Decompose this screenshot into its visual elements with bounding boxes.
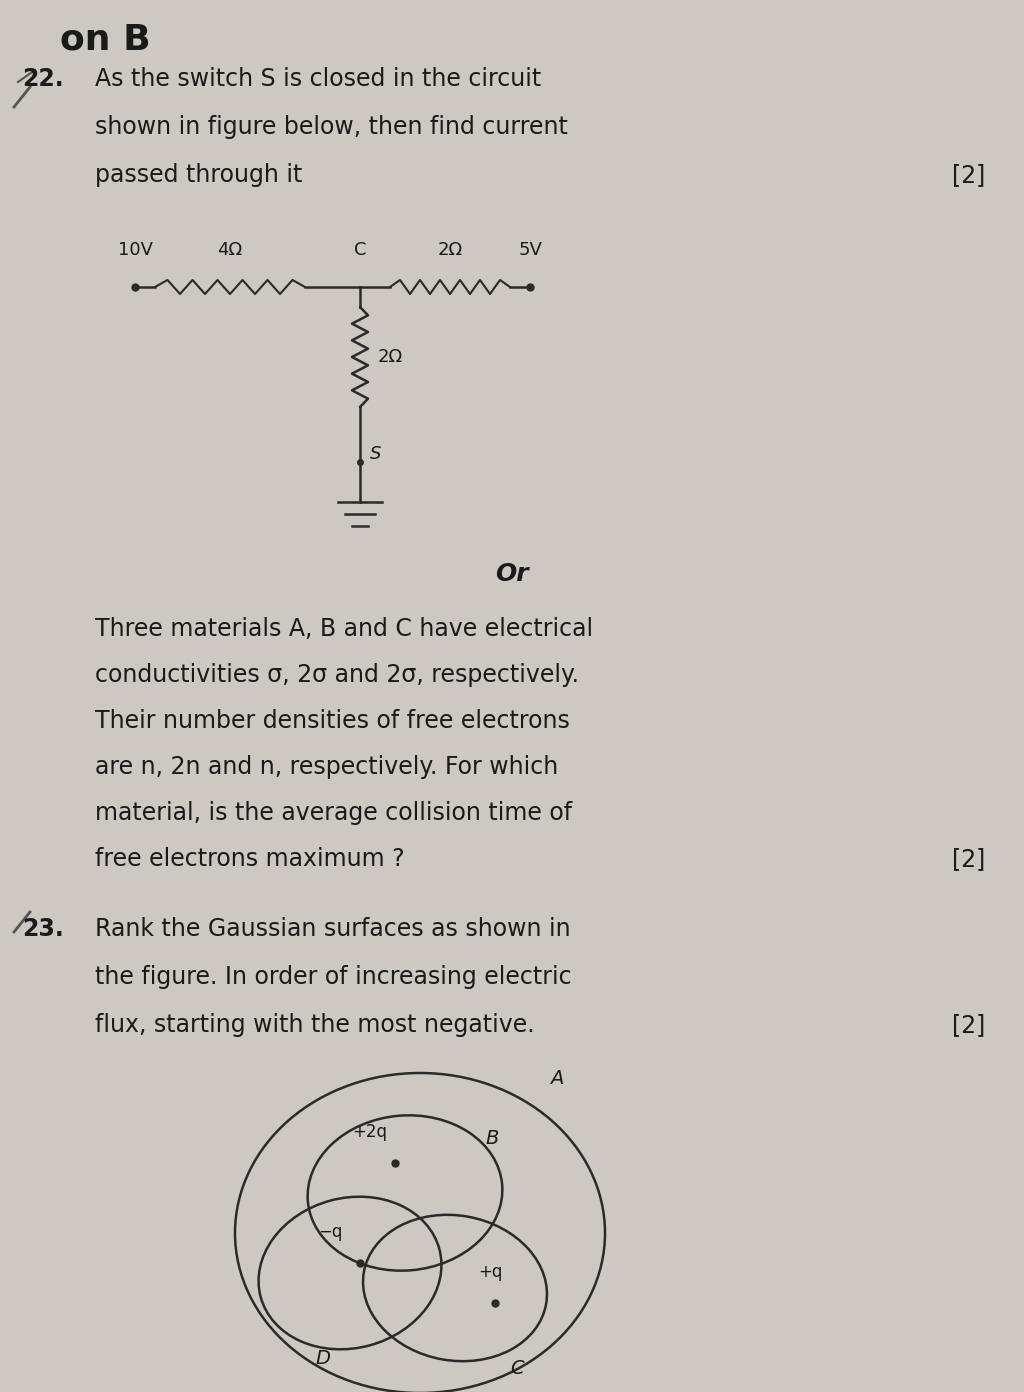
Text: [2]: [2] (951, 163, 985, 187)
Text: 23.: 23. (22, 917, 63, 941)
Text: [2]: [2] (951, 1013, 985, 1037)
Text: Their number densities of free electrons: Their number densities of free electrons (95, 709, 570, 734)
Text: conductivities σ, 2σ and 2σ, respectively.: conductivities σ, 2σ and 2σ, respectivel… (95, 663, 579, 688)
Text: +q: +q (478, 1263, 502, 1281)
Text: shown in figure below, then find current: shown in figure below, then find current (95, 116, 568, 139)
Text: 4Ω: 4Ω (217, 241, 243, 259)
Text: −q: −q (317, 1224, 342, 1242)
Text: are n, 2n and n, respectively. For which: are n, 2n and n, respectively. For which (95, 754, 558, 780)
Text: on B: on B (60, 22, 151, 56)
Text: C: C (510, 1359, 523, 1378)
Text: Rank the Gaussian surfaces as shown in: Rank the Gaussian surfaces as shown in (95, 917, 570, 941)
Text: 22.: 22. (22, 67, 63, 90)
Text: As the switch S is closed in the circuit: As the switch S is closed in the circuit (95, 67, 542, 90)
Text: S: S (370, 445, 381, 464)
Text: 5V: 5V (518, 241, 542, 259)
Text: B: B (485, 1129, 499, 1147)
Text: 2Ω: 2Ω (437, 241, 463, 259)
Text: material, is the average collision time of: material, is the average collision time … (95, 800, 572, 825)
Text: Three materials A, B and C have electrical: Three materials A, B and C have electric… (95, 617, 593, 640)
Text: A: A (550, 1069, 563, 1087)
Text: the figure. In order of increasing electric: the figure. In order of increasing elect… (95, 965, 571, 988)
Text: D: D (315, 1349, 330, 1367)
Text: +2q: +2q (352, 1123, 387, 1141)
Text: passed through it: passed through it (95, 163, 302, 187)
Text: 10V: 10V (118, 241, 153, 259)
Text: 2Ω: 2Ω (378, 348, 403, 366)
Text: flux, starting with the most negative.: flux, starting with the most negative. (95, 1013, 535, 1037)
Text: Or: Or (496, 562, 528, 586)
Text: [2]: [2] (951, 846, 985, 871)
Text: free electrons maximum ?: free electrons maximum ? (95, 846, 404, 871)
Text: C: C (353, 241, 367, 259)
